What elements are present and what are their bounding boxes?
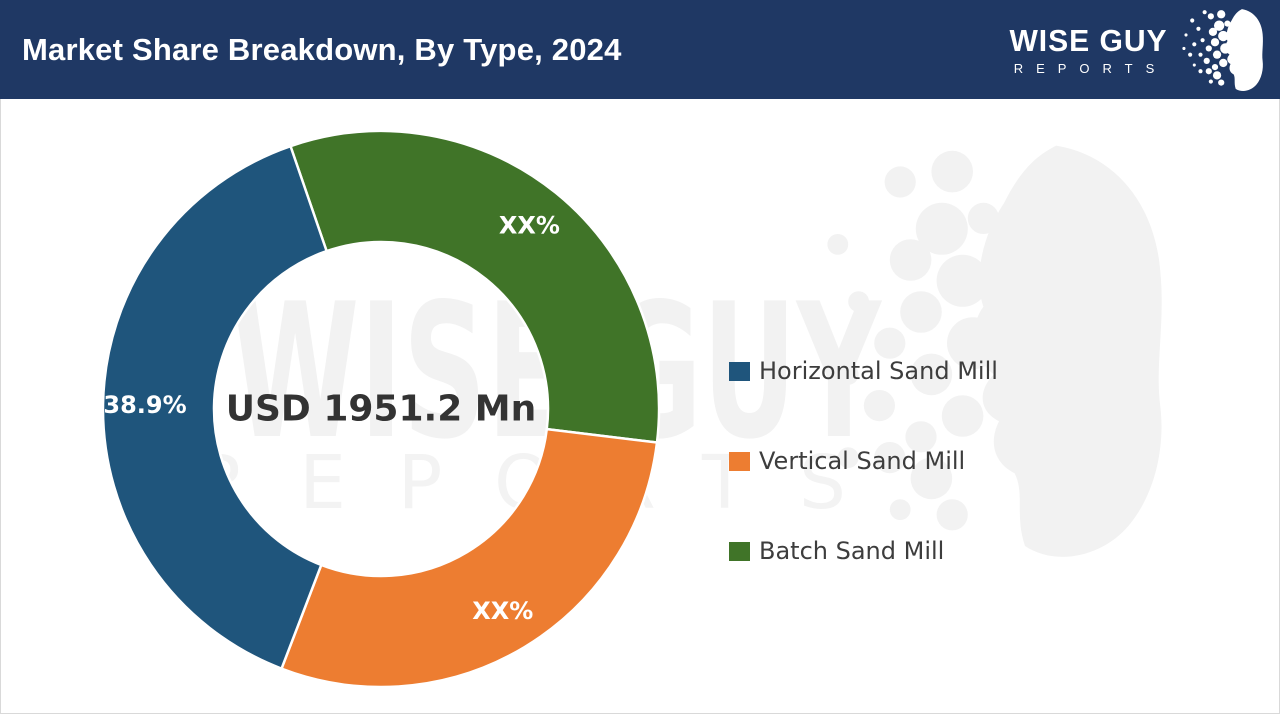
watermark: WISE GUY REPORTS xyxy=(196,145,1162,557)
donut-center-value: USD 1951.2 Mn xyxy=(226,389,536,430)
legend-label: Batch Sand Mill xyxy=(759,537,945,565)
logo-tagline: REPORTS xyxy=(1013,61,1168,76)
pie-segment-label-vertical-sand-mill: XX% xyxy=(472,597,533,625)
legend-item-batch-sand-mill: Batch Sand Mill xyxy=(729,537,998,565)
legend-label: Vertical Sand Mill xyxy=(759,447,966,475)
logo-face-icon xyxy=(1182,8,1263,91)
legend: Horizontal Sand Mill Vertical Sand Mill … xyxy=(729,357,998,630)
legend-item-vertical-sand-mill: Vertical Sand Mill xyxy=(729,447,998,475)
pie-segment-batch-sand-mill xyxy=(289,129,661,444)
pie-segment-label-horizontal-sand-mill: 38.9% xyxy=(103,391,186,419)
header-bar: Market Share Breakdown, By Type, 2024 WI… xyxy=(0,0,1280,99)
pie-segment-horizontal-sand-mill xyxy=(101,144,328,670)
legend-swatch-horizontal-sand-mill xyxy=(729,361,750,381)
chart-area: WISE GUY REPORTS USD 1951.2 Mn XX% XX% 38.… xyxy=(0,99,1280,714)
legend-item-horizontal-sand-mill: Horizontal Sand Mill xyxy=(729,357,998,385)
pie-segment-vertical-sand-mill xyxy=(280,427,659,689)
pie-segment-label-batch-sand-mill: XX% xyxy=(499,211,560,239)
donut-chart: USD 1951.2 Mn XX% XX% 38.9% xyxy=(101,129,661,689)
logo-name: WISE GUY xyxy=(1009,23,1168,58)
legend-label: Horizontal Sand Mill xyxy=(759,357,998,385)
page-title: Market Share Breakdown, By Type, 2024 xyxy=(22,31,622,67)
legend-swatch-batch-sand-mill xyxy=(729,541,750,561)
wiseguy-logo: WISE GUY REPORTS xyxy=(1007,6,1280,94)
legend-swatch-vertical-sand-mill xyxy=(729,451,750,471)
